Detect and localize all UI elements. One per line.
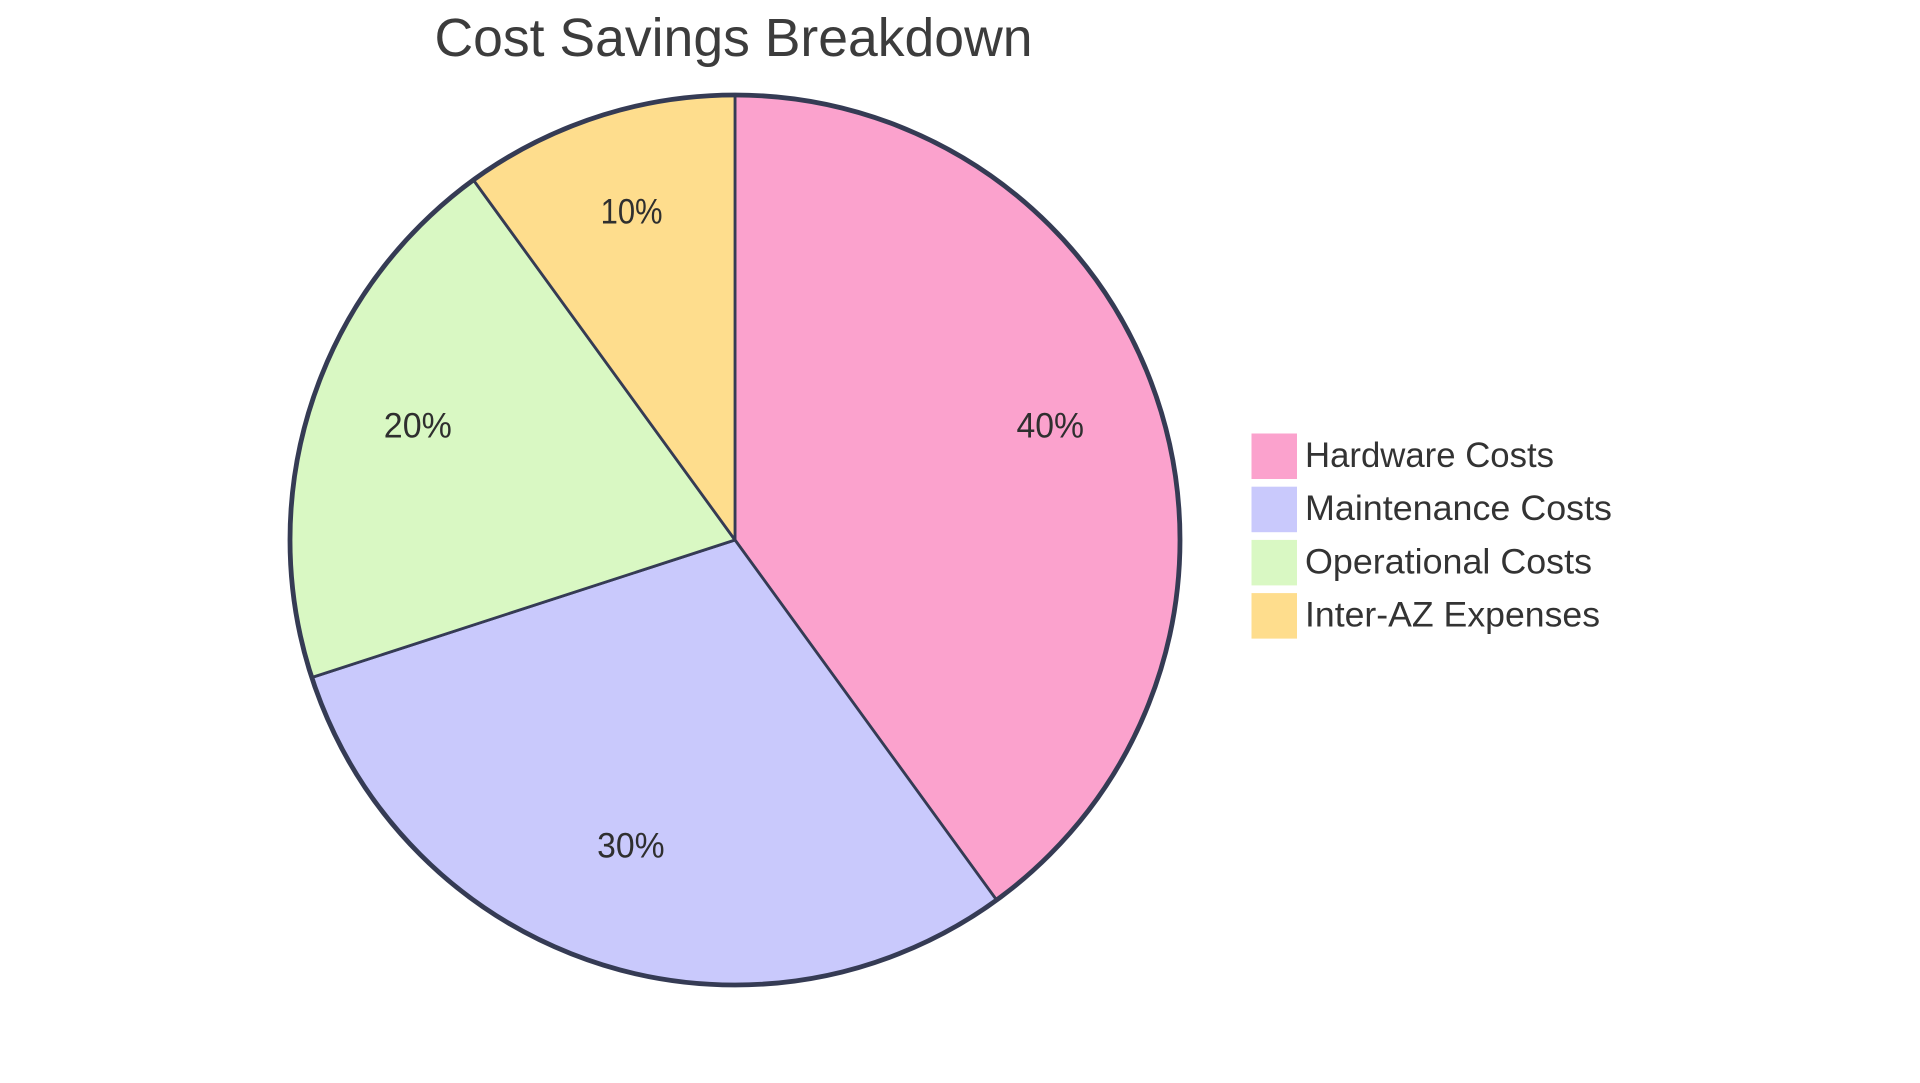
- svg-text:Inter-AZ Expenses: Inter-AZ Expenses: [1305, 596, 1600, 635]
- svg-text:10%: 10%: [601, 192, 663, 231]
- svg-text:40%: 40%: [1017, 406, 1085, 445]
- svg-text:20%: 20%: [384, 406, 452, 445]
- svg-text:Maintenance Costs: Maintenance Costs: [1305, 489, 1612, 528]
- svg-text:30%: 30%: [597, 827, 665, 866]
- svg-text:Operational Costs: Operational Costs: [1305, 542, 1592, 581]
- svg-text:Hardware Costs: Hardware Costs: [1305, 436, 1554, 475]
- svg-text:Cost Savings Breakdown: Cost Savings Breakdown: [435, 8, 1033, 68]
